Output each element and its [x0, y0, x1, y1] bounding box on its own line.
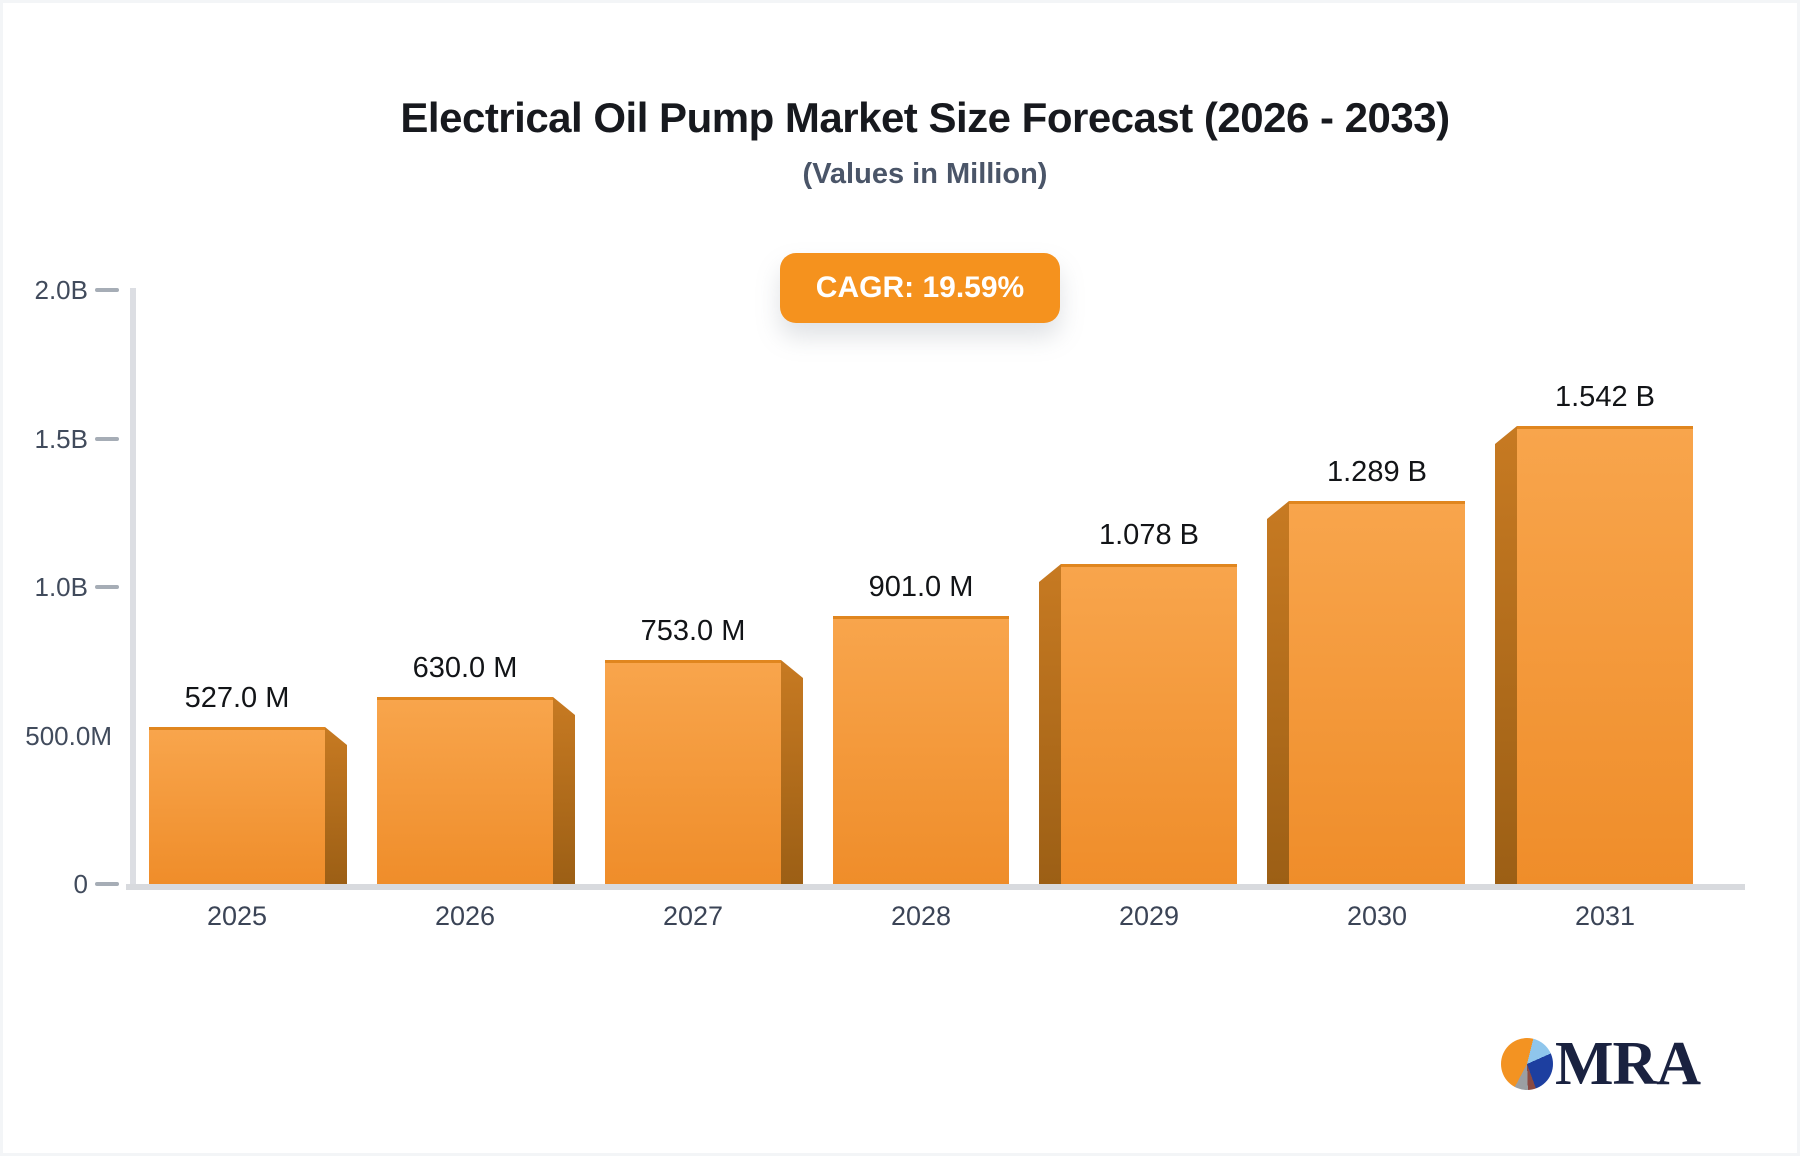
bar-value-label-2026: 630.0 M [412, 652, 518, 684]
pie-chart-logo-icon [1501, 1038, 1553, 1090]
y-tick-dash-0 [95, 882, 119, 886]
y-tick-label-0: 0 [73, 869, 88, 899]
y-tick-label-1.0B: 1.0B [34, 572, 89, 602]
bar-value-label-2027: 753.0 M [640, 615, 746, 647]
bar-3d-side-2026 [553, 697, 575, 884]
bar-2028 [833, 616, 1009, 884]
bar-2026 [377, 697, 553, 884]
x-axis-label-2025: 2025 [206, 901, 268, 931]
brand-logo-text: MRA [1555, 1030, 1701, 1098]
bar-3d-side-2030 [1267, 501, 1289, 884]
x-axis-line [126, 884, 1745, 890]
bar-2030 [1289, 501, 1465, 884]
bar-2025 [149, 727, 325, 884]
bar-value-label-2025: 527.0 M [184, 682, 290, 714]
y-tick-dash-1.0B [95, 585, 119, 589]
bar-3d-side-2025 [325, 727, 347, 884]
cagr-badge-label: CAGR: 19.59% [815, 271, 1025, 304]
y-tick-label-1.5B: 1.5B [34, 423, 89, 454]
chart-subtitle: (Values in Million) [802, 158, 1048, 190]
bar-value-label-2028: 901.0 M [868, 571, 974, 603]
y-tick-label-500.0M: 500.0M [25, 720, 112, 751]
x-axis-label-2027: 2027 [662, 901, 724, 931]
bar-value-label-2029: 1.078 B [1099, 519, 1199, 551]
x-axis-label-2031: 2031 [1574, 901, 1636, 931]
bar-2027 [605, 660, 781, 884]
y-tick-dash-1.5B [95, 436, 119, 441]
y-tick-dash-2.0B [95, 288, 119, 292]
x-axis-label-2029: 2029 [1118, 901, 1180, 931]
bar-value-label-2031: 1.542 B [1555, 381, 1655, 413]
bar-3d-side-2027 [781, 660, 803, 884]
x-axis-label-2026: 2026 [434, 901, 496, 931]
brand-logo: MRA [1501, 1030, 1701, 1098]
y-tick-label-2.0B: 2.0B [34, 275, 89, 305]
x-axis-label-2030: 2030 [1346, 901, 1408, 931]
x-axis-label-2028: 2028 [890, 901, 952, 931]
bar-2031 [1517, 426, 1693, 884]
cagr-badge: CAGR: 19.59% [780, 253, 1060, 323]
bar-3d-side-2029 [1039, 564, 1061, 884]
y-axis-line [130, 288, 136, 890]
bar-3d-side-2031 [1495, 426, 1517, 884]
chart-title: Electrical Oil Pump Market Size Forecast… [400, 94, 1450, 141]
bar-2029 [1061, 564, 1237, 884]
bar-value-label-2030: 1.289 B [1327, 456, 1427, 488]
